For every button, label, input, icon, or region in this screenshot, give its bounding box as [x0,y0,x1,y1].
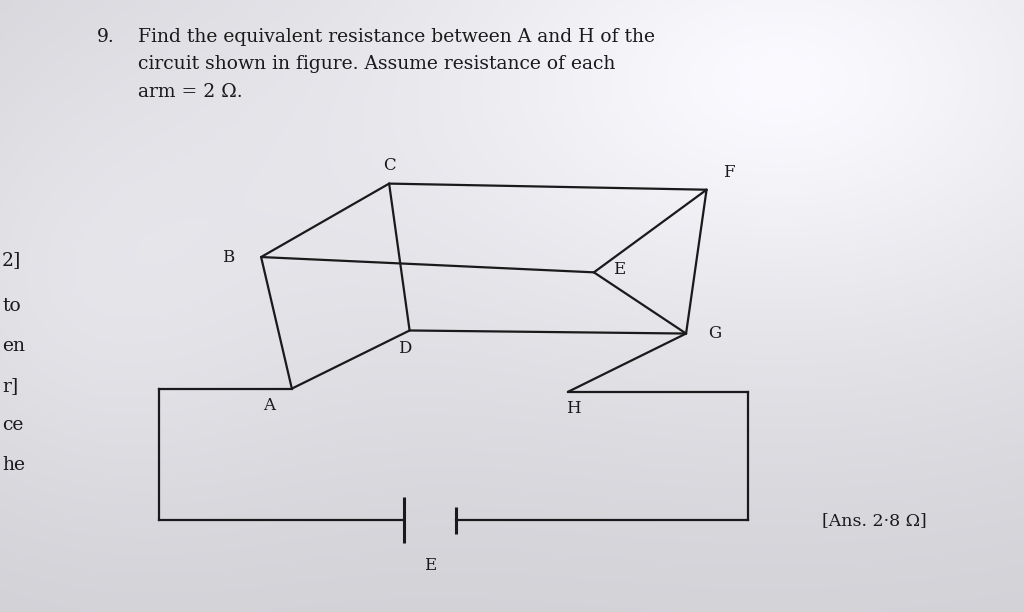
Text: F: F [723,164,735,181]
Text: E: E [424,557,436,574]
Text: r]: r] [2,376,18,395]
Text: E: E [613,261,626,278]
Text: en: en [2,337,25,355]
Text: G: G [709,325,721,342]
Text: to: to [2,297,20,315]
Text: A: A [263,397,275,414]
Text: C: C [383,157,395,174]
Text: circuit shown in figure. Assume resistance of each: circuit shown in figure. Assume resistan… [138,55,615,73]
Text: 2]: 2] [2,251,22,269]
Text: [Ans. 2·8 Ω]: [Ans. 2·8 Ω] [822,512,927,529]
Text: D: D [397,340,412,357]
Text: 9.: 9. [97,28,115,45]
Text: H: H [566,400,581,417]
Text: Find the equivalent resistance between A and H of the: Find the equivalent resistance between A… [138,28,655,45]
Text: B: B [222,248,234,266]
Text: he: he [2,456,25,474]
Text: arm = 2 Ω.: arm = 2 Ω. [138,83,243,100]
Text: ce: ce [2,416,24,435]
